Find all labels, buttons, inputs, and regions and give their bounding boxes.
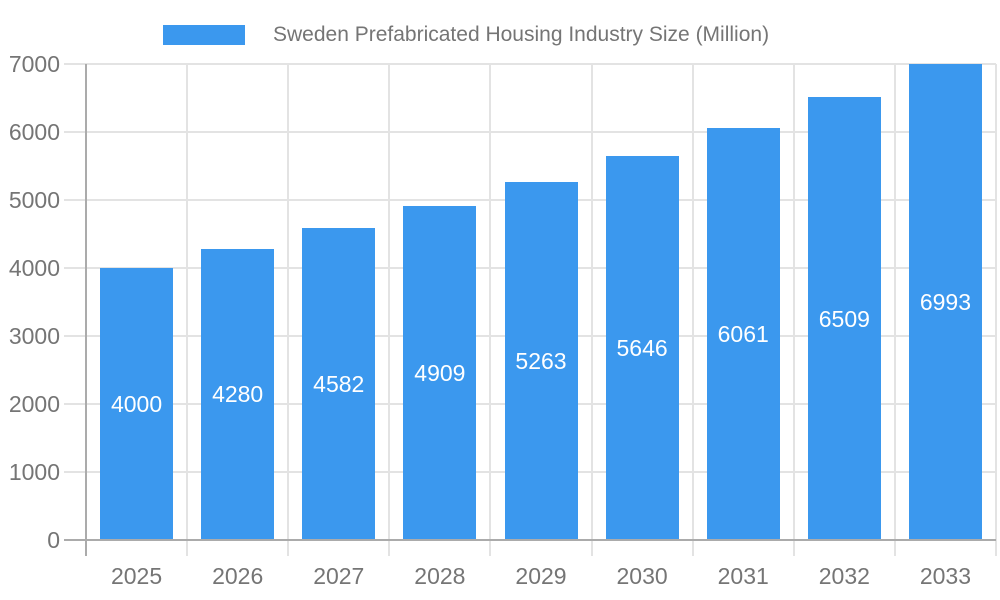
gridline-vertical [995, 64, 997, 556]
bar-value-label: 4000 [110, 391, 163, 417]
y-tick-label: 5000 [8, 187, 60, 213]
gridline-vertical [489, 64, 492, 556]
gridline-vertical [287, 64, 290, 556]
gridline-vertical [590, 64, 593, 556]
bar-value-label: 4909 [414, 360, 466, 387]
x-tick-label: 2033 [919, 563, 972, 589]
gridline-vertical [388, 64, 391, 556]
bar-value-label: 6061 [717, 320, 769, 347]
gridline-vertical [893, 64, 896, 556]
y-tick-label: 7000 [8, 51, 60, 77]
gridline-vertical [792, 64, 795, 556]
x-tick-label: 2032 [818, 563, 870, 589]
bar[interactable] [302, 228, 376, 540]
gridline-vertical [691, 64, 694, 556]
x-axis-line [64, 539, 996, 541]
legend-swatch-icon [163, 25, 245, 45]
legend-label: Sweden Prefabricated Housing Industry Si… [273, 23, 770, 46]
x-tick-label: 2028 [414, 563, 466, 589]
bar-value-label: 5646 [616, 335, 668, 362]
y-tick-label: 6000 [8, 119, 60, 145]
y-tick-label: 0 [47, 527, 60, 553]
y-tick-label: 1000 [8, 459, 60, 485]
bar-value-label: 6509 [818, 305, 870, 332]
y-tick-label: 2000 [8, 391, 60, 417]
x-tick-label: 2030 [616, 563, 668, 589]
y-axis-line [85, 64, 87, 556]
bar[interactable] [706, 127, 780, 540]
bar[interactable] [908, 64, 982, 540]
x-tick-label: 2027 [313, 563, 365, 589]
x-tick-label: 2026 [212, 563, 264, 589]
x-tick-label: 2025 [110, 563, 163, 589]
bar-value-label: 6993 [919, 289, 972, 316]
bar[interactable] [605, 156, 679, 540]
x-tick-label: 2031 [717, 563, 769, 589]
bar-value-label: 4280 [212, 381, 264, 408]
bar[interactable] [100, 268, 174, 540]
x-tick-label: 2029 [515, 563, 567, 589]
gridline-horizontal [64, 131, 996, 133]
bar-value-label: 4582 [313, 371, 365, 398]
gridline-horizontal [64, 63, 996, 65]
legend-item[interactable]: Sweden Prefabricated Housing Industry Si… [163, 23, 770, 46]
bar-value-label: 5263 [515, 348, 567, 375]
y-tick-label: 3000 [8, 323, 60, 349]
gridline-vertical [186, 64, 189, 556]
bar[interactable] [201, 248, 275, 540]
bar[interactable] [807, 97, 881, 540]
bar[interactable] [504, 182, 578, 540]
y-tick-label: 4000 [8, 255, 60, 281]
bar[interactable] [403, 206, 477, 540]
